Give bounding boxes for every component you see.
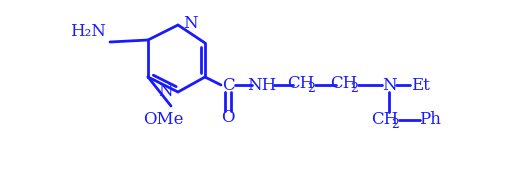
Text: 2: 2: [391, 118, 399, 130]
Text: CH: CH: [330, 75, 357, 92]
Text: N: N: [158, 83, 173, 100]
Text: OMe: OMe: [143, 112, 183, 129]
Text: H₂N: H₂N: [70, 24, 106, 41]
Text: 2: 2: [307, 82, 315, 96]
Text: N: N: [183, 15, 198, 33]
Text: CH: CH: [371, 111, 399, 128]
Text: Et: Et: [410, 76, 430, 93]
Text: NH: NH: [247, 76, 277, 93]
Text: 2: 2: [350, 82, 358, 96]
Text: C: C: [221, 76, 234, 93]
Text: Ph: Ph: [419, 112, 441, 129]
Text: N: N: [382, 76, 396, 93]
Text: O: O: [221, 108, 235, 126]
Text: CH: CH: [287, 75, 315, 92]
